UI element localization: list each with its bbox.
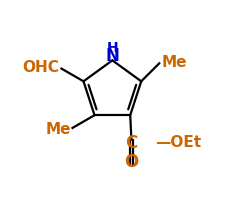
Text: O: O: [124, 153, 139, 171]
Text: Me: Me: [46, 122, 71, 137]
Text: H: H: [107, 41, 118, 55]
Text: N: N: [105, 47, 119, 65]
Text: OHC: OHC: [22, 60, 59, 75]
Text: C: C: [125, 134, 137, 151]
Text: —OEt: —OEt: [155, 135, 201, 150]
Text: Me: Me: [162, 55, 187, 70]
